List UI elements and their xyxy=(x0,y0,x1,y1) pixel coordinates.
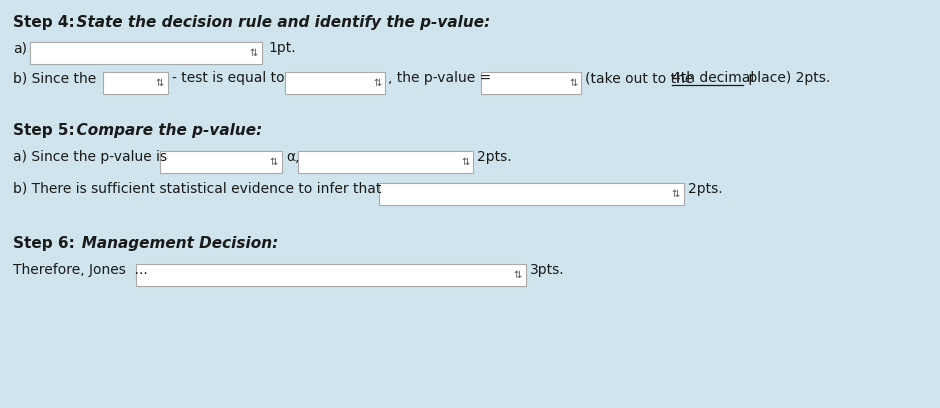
Text: ⇅: ⇅ xyxy=(672,189,680,199)
Text: (take out to the: (take out to the xyxy=(585,71,697,85)
Text: a): a) xyxy=(13,41,27,55)
Text: , the p-value =: , the p-value = xyxy=(388,71,492,85)
Text: Compare the p-value:: Compare the p-value: xyxy=(66,123,262,138)
Text: a) Since the p-value is: a) Since the p-value is xyxy=(13,150,167,164)
Text: ⇅: ⇅ xyxy=(514,270,522,280)
Text: Step 5:: Step 5: xyxy=(13,123,75,138)
Text: ⇅: ⇅ xyxy=(250,48,258,58)
Text: ⇅: ⇅ xyxy=(461,157,469,167)
FancyBboxPatch shape xyxy=(481,72,581,94)
Text: State the decision rule and identify the p-value:: State the decision rule and identify the… xyxy=(66,15,491,30)
Text: 4th decimal: 4th decimal xyxy=(672,71,754,85)
FancyBboxPatch shape xyxy=(285,72,385,94)
Text: ⇅: ⇅ xyxy=(156,78,164,88)
Text: b) There is sufficient statistical evidence to infer that: b) There is sufficient statistical evide… xyxy=(13,182,382,196)
FancyBboxPatch shape xyxy=(298,151,473,173)
FancyBboxPatch shape xyxy=(136,264,526,286)
Text: ⇅: ⇅ xyxy=(569,78,577,88)
Text: Therefore, Jones  ...: Therefore, Jones ... xyxy=(13,263,148,277)
Text: 2pts.: 2pts. xyxy=(477,150,511,164)
FancyBboxPatch shape xyxy=(160,151,282,173)
Text: place) 2pts.: place) 2pts. xyxy=(744,71,830,85)
Text: ⇅: ⇅ xyxy=(270,157,278,167)
Text: 3pts.: 3pts. xyxy=(530,263,565,277)
Text: ⇅: ⇅ xyxy=(373,78,381,88)
Text: 2pts.: 2pts. xyxy=(688,182,723,196)
FancyBboxPatch shape xyxy=(379,183,684,205)
Text: Management Decision:: Management Decision: xyxy=(66,236,278,251)
FancyBboxPatch shape xyxy=(30,42,262,64)
Text: 1pt.: 1pt. xyxy=(268,41,295,55)
Text: b) Since the: b) Since the xyxy=(13,71,96,85)
Text: Step 6:: Step 6: xyxy=(13,236,75,251)
FancyBboxPatch shape xyxy=(103,72,168,94)
Text: - test is equal to: - test is equal to xyxy=(172,71,285,85)
Text: Step 4:: Step 4: xyxy=(13,15,75,30)
Text: α,: α, xyxy=(286,150,300,164)
